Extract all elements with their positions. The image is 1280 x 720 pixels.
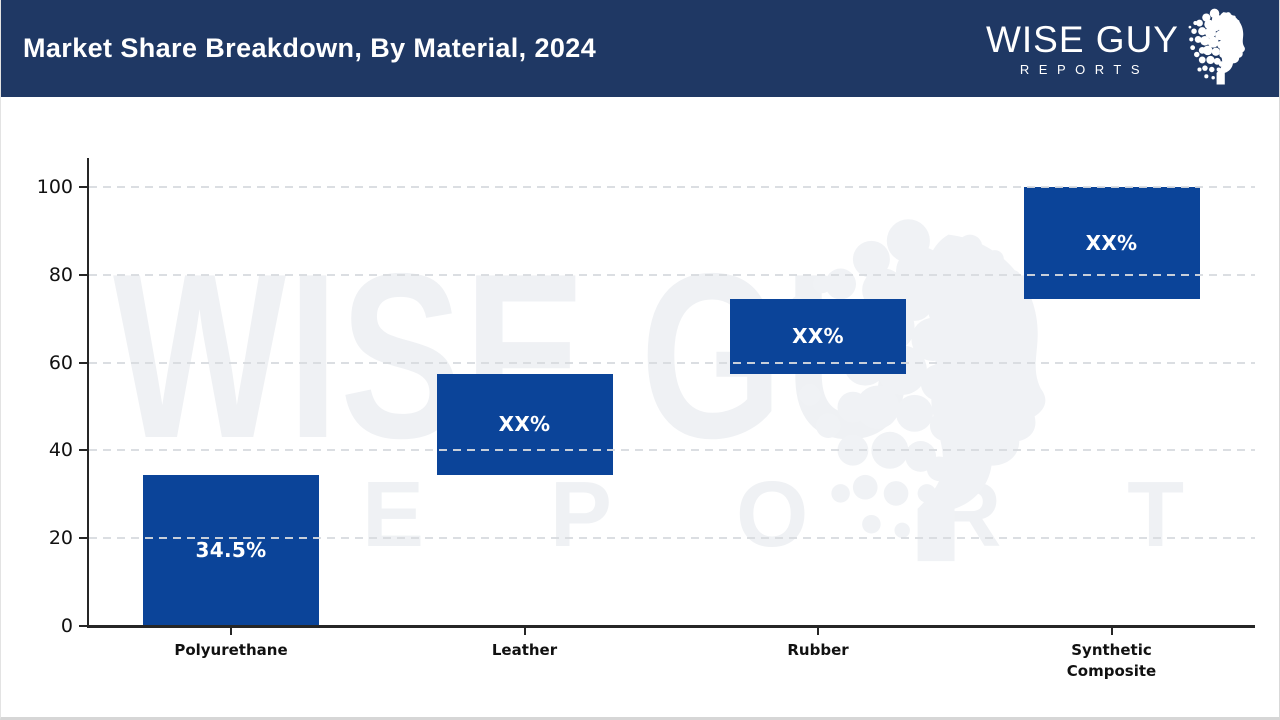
wiseguy-logo-text: WISE GUY REPORTS xyxy=(986,21,1179,76)
x-tick-mark xyxy=(230,628,232,635)
gridline xyxy=(89,449,1255,452)
y-tick-mark xyxy=(79,186,88,188)
y-tick-mark xyxy=(79,273,88,276)
y-tick-label: 20 xyxy=(48,527,73,550)
wiseguy-logo: WISE GUY REPORTS xyxy=(986,8,1255,90)
y-tick-label: 60 xyxy=(48,351,73,374)
x-tick-mark xyxy=(523,628,526,635)
logo-subtitle: REPORTS xyxy=(1019,62,1150,77)
y-tick-mark xyxy=(79,625,88,627)
bar-value-label: 34.5% xyxy=(195,538,267,563)
gridline xyxy=(89,537,1255,540)
y-tick-mark xyxy=(79,537,88,540)
header-bar: Market Share Breakdown, By Material, 202… xyxy=(1,0,1279,97)
logo-name: WISE GUY xyxy=(985,19,1179,60)
x-category-label-polyurethane: Polyurethane xyxy=(174,641,288,659)
x-category-label-synthetic-composite: Synthetic Composite xyxy=(1066,641,1157,680)
x-category-label-leather: Leather xyxy=(491,641,558,659)
y-tick-mark xyxy=(79,361,88,364)
x-category-label-rubber: Rubber xyxy=(787,641,849,659)
bar-value-label: XX% xyxy=(498,412,551,437)
gridline xyxy=(89,361,1255,364)
bar-polyurethane: 34.5% xyxy=(143,474,319,626)
x-axis xyxy=(87,625,1255,628)
page-title: Market Share Breakdown, By Material, 202… xyxy=(23,33,597,63)
y-tick-label: 80 xyxy=(48,263,73,286)
gridline xyxy=(89,273,1255,276)
bar-value-label: XX% xyxy=(1085,230,1138,255)
y-tick-label: 0 xyxy=(60,615,73,637)
y-axis xyxy=(87,158,89,628)
y-tick-label: 100 xyxy=(36,176,73,198)
gridline xyxy=(89,186,1255,188)
y-tick-mark xyxy=(79,449,88,452)
x-tick-mark xyxy=(817,628,819,635)
bar-synthetic-composite: XX% xyxy=(1023,187,1200,299)
bar-value-label: XX% xyxy=(792,324,844,349)
y-tick-label: 40 xyxy=(48,439,73,462)
wiseguy-head-icon xyxy=(1185,8,1255,90)
x-tick-mark xyxy=(1110,628,1113,635)
bar-leather: XX% xyxy=(436,373,613,475)
